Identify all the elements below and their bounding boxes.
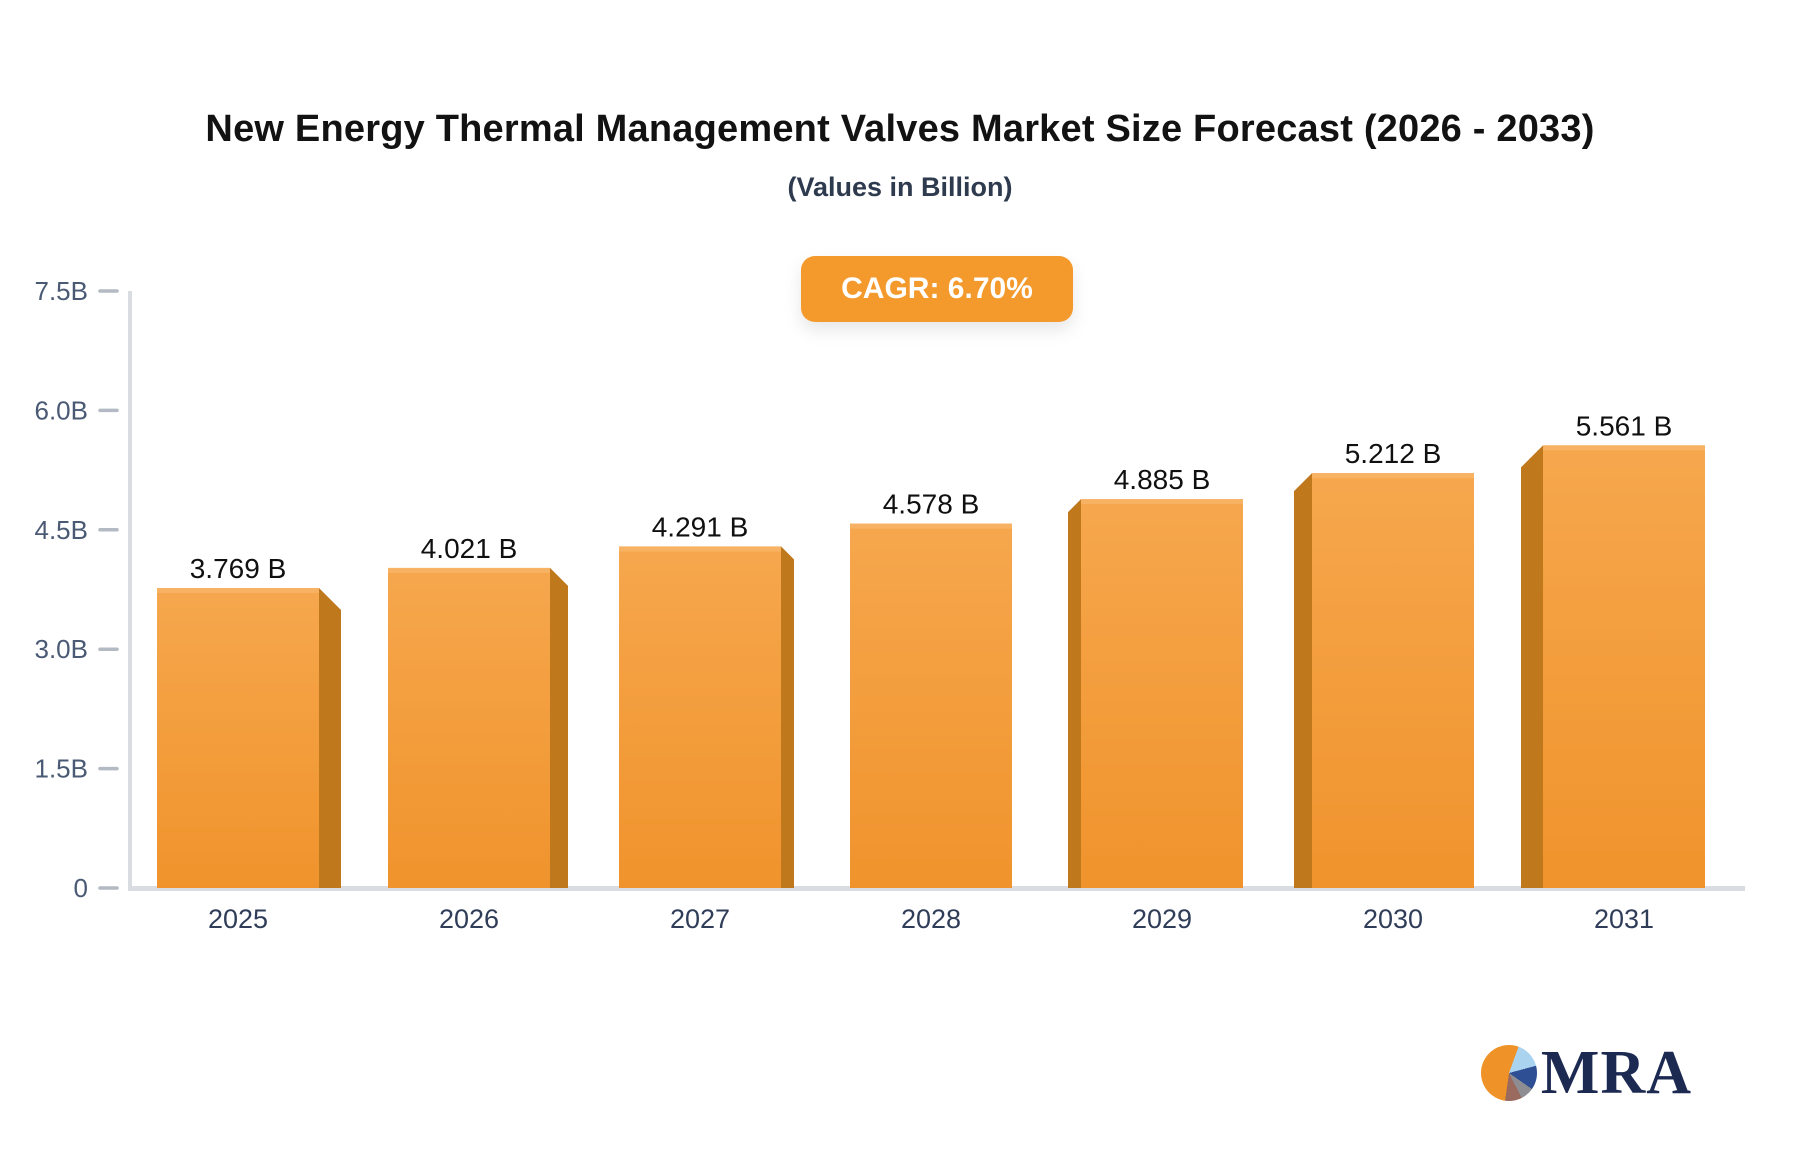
- bar-side-2029: [1068, 499, 1081, 888]
- bar-2025: [157, 587, 319, 888]
- bar-side-2025: [319, 587, 341, 888]
- bar-side-2026: [550, 567, 568, 888]
- chart-title: New Energy Thermal Management Valves Mar…: [205, 108, 1595, 150]
- x-axis-label-2025: 2025: [208, 904, 268, 934]
- pie-chart-logo-icon: [1480, 1045, 1537, 1101]
- bar-2030: [1312, 473, 1474, 888]
- bar-top-highlight-2028: [850, 523, 1012, 529]
- y-axis-label: 3.0B: [35, 634, 89, 664]
- x-axis-label-2028: 2028: [901, 904, 961, 934]
- bar-2031: [1543, 445, 1705, 888]
- publisher-logo: MRA: [1480, 1039, 1692, 1107]
- bar-side-2031: [1521, 445, 1543, 888]
- x-axis-label-2026: 2026: [439, 904, 499, 934]
- bar-value-label: 4.578 B: [883, 489, 980, 520]
- y-axis-label: 0: [74, 873, 88, 903]
- y-axis-line: [128, 291, 132, 890]
- cagr-badge: CAGR: 6.70%: [801, 256, 1073, 322]
- y-axis-label: 1.5B: [35, 754, 89, 784]
- x-axis-label-2031: 2031: [1594, 904, 1654, 934]
- chart-subtitle: (Values in Billion): [787, 172, 1013, 202]
- bar-top-highlight-2029: [1081, 499, 1243, 505]
- bar-value-label: 4.291 B: [652, 511, 749, 542]
- bar-side-2030: [1294, 473, 1312, 888]
- bar-2026: [388, 567, 550, 888]
- bar-2027: [619, 546, 781, 888]
- x-axis-label-2030: 2030: [1363, 904, 1423, 934]
- x-axis-line: [128, 886, 1745, 891]
- bar-value-label: 5.561 B: [1576, 410, 1673, 441]
- bar-top-highlight-2025: [157, 587, 319, 593]
- bar-top-highlight-2026: [388, 567, 550, 573]
- bar-value-label: 4.885 B: [1114, 464, 1211, 495]
- bar-top-highlight-2027: [619, 546, 781, 552]
- bar-top-highlight-2031: [1543, 445, 1705, 451]
- bar-2029: [1081, 499, 1243, 888]
- bar-top-highlight-2030: [1312, 473, 1474, 479]
- bar-value-label: 3.769 B: [190, 553, 287, 584]
- x-axis-label-2027: 2027: [670, 904, 730, 934]
- bar-value-label: 5.212 B: [1345, 438, 1442, 469]
- x-axis-label-2029: 2029: [1132, 904, 1192, 934]
- bar-value-label: 4.021 B: [421, 533, 518, 564]
- publisher-logo-text: MRA: [1540, 1039, 1692, 1107]
- y-axis-label: 6.0B: [35, 395, 89, 425]
- bar-side-2027: [781, 546, 794, 888]
- y-axis-label: 7.5B: [35, 276, 89, 306]
- cagr-badge-label: CAGR: 6.70%: [841, 272, 1033, 305]
- bar-2028: [850, 523, 1012, 888]
- y-axis-label: 4.5B: [35, 515, 89, 545]
